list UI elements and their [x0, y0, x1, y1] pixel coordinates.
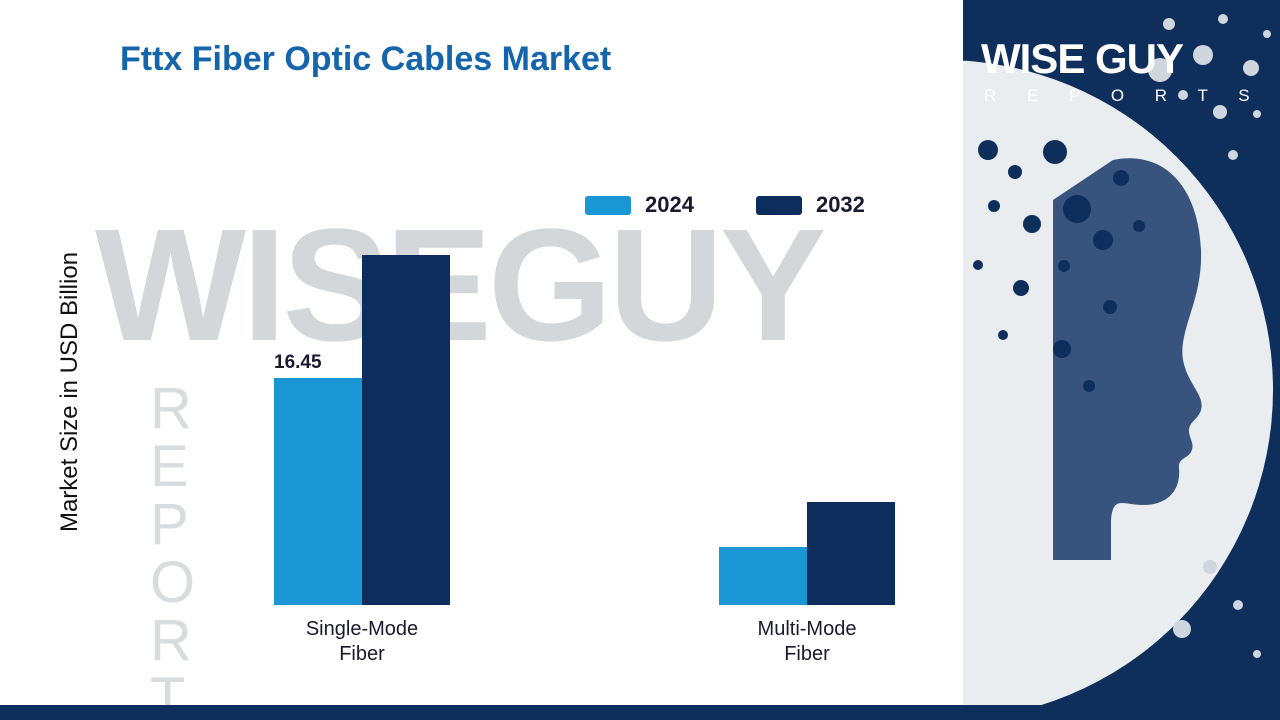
category-label: Multi-Mode Fiber	[757, 618, 857, 665]
decorative-dot	[1113, 170, 1129, 186]
legend-item-2032: 2032	[755, 192, 865, 218]
face-profile-icon	[1053, 158, 1202, 560]
decorative-dot	[1133, 220, 1145, 232]
decorative-dot	[988, 200, 1000, 212]
decorative-dot	[1218, 14, 1228, 24]
logo-wiseguy-text: WISE GUY	[981, 35, 1184, 82]
legend-item-2024: 2024	[585, 192, 694, 218]
footer-bar	[0, 705, 1280, 720]
decorative-dot	[1163, 18, 1175, 30]
category-label: Single-Mode Fiber	[305, 618, 419, 665]
decorative-dot	[1263, 30, 1271, 38]
decorative-dot	[1103, 300, 1117, 314]
y-axis-label: Market Size in USD Billion	[56, 251, 83, 533]
decorative-dot	[1093, 230, 1113, 250]
decorative-dot	[1053, 340, 1071, 358]
decorative-dot	[978, 140, 998, 160]
legend-label: 2032	[815, 192, 865, 217]
decorative-dot	[1178, 90, 1188, 100]
decorative-dot	[1203, 560, 1217, 574]
decorative-dot	[973, 260, 983, 270]
brand-panel: WISE GUY R E P O R T S	[963, 0, 1280, 705]
legend-label: 2024	[645, 192, 694, 217]
decorative-dot	[1233, 600, 1243, 610]
decorative-dot	[1253, 110, 1261, 118]
bar-value-label	[807, 476, 895, 502]
bar-value-label	[719, 521, 807, 547]
decorative-dot	[1083, 380, 1095, 392]
legend-swatch-2032	[755, 195, 802, 215]
bar-2032-single-mode-fiber	[362, 255, 450, 605]
decorative-dot	[1253, 650, 1261, 658]
brand-logo: WISE GUY R E P O R T S	[981, 35, 1263, 106]
bar-group: Multi-Mode Fiber	[719, 225, 895, 667]
page-title: Fttx Fiber Optic Cables Market	[120, 40, 612, 78]
decorative-dot	[1173, 620, 1191, 638]
decorative-dot	[1008, 165, 1022, 179]
bar-2024-multi-mode-fiber	[719, 547, 807, 605]
bar-value-label: 16.45	[274, 352, 322, 373]
chart-legend: 2024 2032	[585, 192, 865, 218]
watermark-line2: R E P O R T S	[150, 376, 242, 720]
watermark-line1: WISEGUY	[95, 195, 827, 374]
bar-2024-single-mode-fiber	[274, 378, 362, 605]
decorative-dot	[1148, 58, 1172, 82]
decorative-dot	[998, 330, 1008, 340]
decorative-dot	[1193, 45, 1213, 65]
bar-value-label	[362, 229, 450, 255]
decorative-dot	[1013, 280, 1029, 296]
bar-chart: 16.45 Single-Mode Fiber Multi-Mode Fiber	[274, 225, 895, 667]
logo-reports-text: R E P O R T S	[984, 86, 1263, 106]
bar-2032-multi-mode-fiber	[807, 502, 895, 605]
legend-swatch-2024	[585, 195, 631, 215]
decorative-dot	[1063, 195, 1091, 223]
decorative-dot	[1023, 215, 1041, 233]
decorative-dot	[1043, 140, 1067, 164]
decorative-dot	[1213, 105, 1227, 119]
decorative-dot	[1243, 60, 1259, 76]
bar-group: 16.45 Single-Mode Fiber	[274, 225, 450, 667]
decorative-dot	[1058, 260, 1070, 272]
decorative-dot	[1228, 150, 1238, 160]
